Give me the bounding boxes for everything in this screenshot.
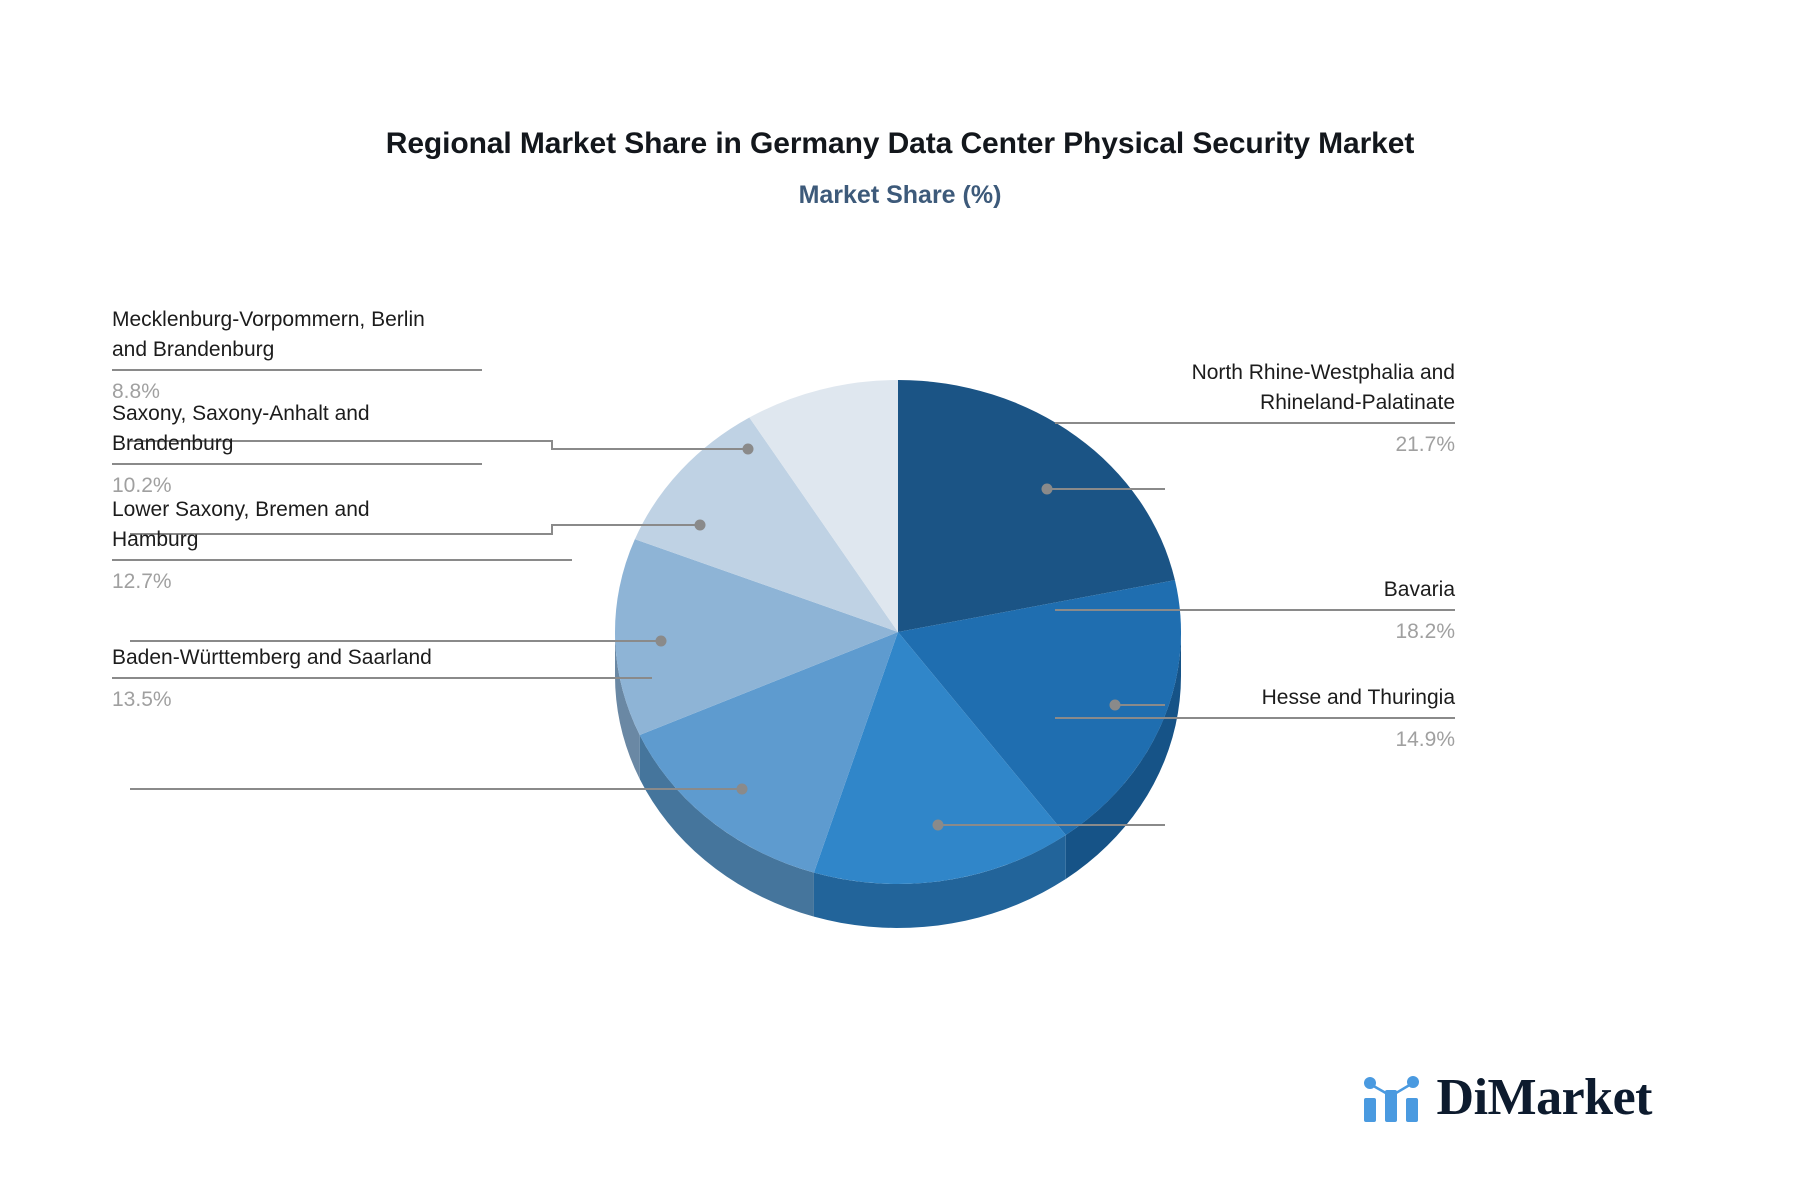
chart-subtitle: Market Share (%) <box>798 181 1002 209</box>
pie-slice[interactable] <box>639 632 898 873</box>
callout-value: 18.2% <box>1395 619 1455 643</box>
callout-label: Baden-Württemberg and Saarland <box>112 646 432 669</box>
pie-slices <box>614 380 1182 885</box>
callout-value: 12.7% <box>112 569 172 593</box>
callout-label: Mecklenburg-Vorpommern, Berlin and Brand… <box>112 308 425 361</box>
callout-baden-wuerttemberg-saarland[interactable]: Baden-Württemberg and Saarland 13.5% <box>112 643 652 715</box>
callout-value: 14.9% <box>1395 727 1455 751</box>
pie-slice[interactable] <box>898 380 1175 632</box>
callout-label: Saxony, Saxony-Anhalt and Brandenburg <box>112 402 370 455</box>
pie-slice[interactable] <box>614 539 898 735</box>
pie-slice[interactable] <box>749 380 898 632</box>
callout-north-rhine-westphalia-rhineland-palatinate[interactable]: North Rhine-Westphalia and Rhineland-Pal… <box>1055 358 1455 459</box>
callout-value: 8.8% <box>112 379 160 403</box>
callout-mecklenburg-vorpommern-berlin-brandenburg[interactable]: Mecklenburg-Vorpommern, Berlin and Brand… <box>112 305 482 406</box>
title-block: Regional Market Share in Germany Data Ce… <box>0 126 1800 210</box>
page-title: Regional Market Share in Germany Data Ce… <box>385 127 1415 160</box>
pie-slice[interactable] <box>634 417 898 632</box>
callout-rule <box>1055 421 1455 424</box>
logo-wordmark: DiMarket <box>1436 1069 1653 1126</box>
pie-slice-depth <box>639 734 814 917</box>
callout-label: Bavaria <box>1383 578 1455 601</box>
callout-bavaria[interactable]: Bavaria 18.2% <box>1055 575 1455 647</box>
callout-value: 21.7% <box>1395 432 1455 456</box>
callout-rule <box>112 558 572 561</box>
pie-slice[interactable] <box>813 632 1066 885</box>
callout-label: Lower Saxony, Bremen and Hamburg <box>112 498 370 551</box>
callout-saxony-saxony-anhalt-brandenburg[interactable]: Saxony, Saxony-Anhalt and Brandenburg 10… <box>112 399 482 500</box>
callout-hesse-thuringia[interactable]: Hesse and Thuringia 14.9% <box>1055 683 1455 755</box>
pie-slice-depth <box>1065 632 1181 879</box>
bar-line-chart-icon <box>1363 1076 1419 1122</box>
callout-rule <box>112 462 482 465</box>
pie-chart <box>572 370 1224 930</box>
dimarket-logo[interactable]: DiMarket <box>1361 1069 1653 1126</box>
callout-rule <box>1055 608 1455 611</box>
callout-rule <box>1055 716 1455 719</box>
callout-value: 13.5% <box>112 687 172 711</box>
callout-rule <box>112 676 652 679</box>
callout-label: North Rhine-Westphalia and Rhineland-Pal… <box>1191 361 1455 414</box>
callout-rule <box>112 368 482 371</box>
pie-svg <box>614 380 1182 928</box>
callout-lower-saxony-bremen-hamburg[interactable]: Lower Saxony, Bremen and Hamburg 12.7% <box>112 495 572 596</box>
pie-slice[interactable] <box>898 580 1182 835</box>
callout-label: Hesse and Thuringia <box>1261 686 1455 709</box>
pie-slice-depth <box>813 834 1066 928</box>
callout-value: 10.2% <box>112 473 172 497</box>
